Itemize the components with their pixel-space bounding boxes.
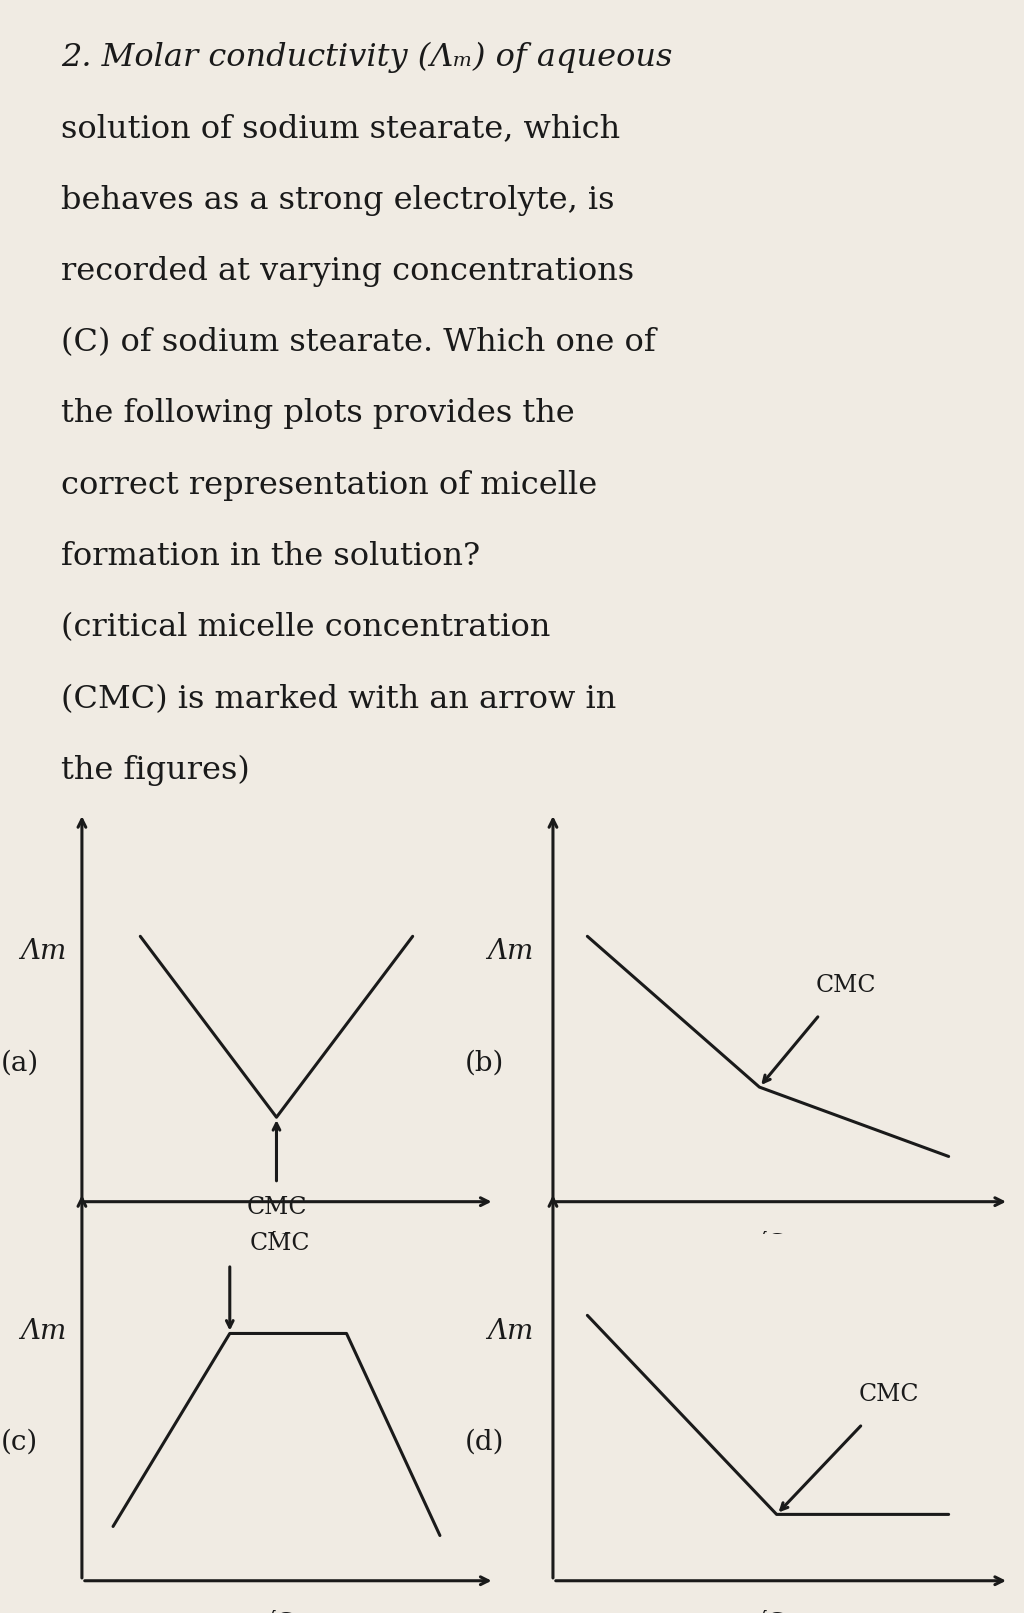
Text: (b): (b) (465, 1050, 504, 1076)
Text: recorded at varying concentrations: recorded at varying concentrations (61, 256, 635, 287)
Text: Λm: Λm (486, 939, 534, 966)
Text: the following plots provides the: the following plots provides the (61, 398, 575, 429)
Text: √C: √C (257, 1234, 296, 1260)
Text: (c): (c) (1, 1429, 38, 1455)
Text: Λm: Λm (19, 939, 67, 966)
Text: (a): (a) (1, 1050, 39, 1076)
Text: Λm: Λm (486, 1318, 534, 1345)
Text: CMC: CMC (858, 1382, 919, 1407)
Text: the figures): the figures) (61, 755, 250, 786)
Text: Λm: Λm (19, 1318, 67, 1345)
Text: CMC: CMC (249, 1232, 309, 1255)
Text: formation in the solution?: formation in the solution? (61, 540, 480, 573)
Text: solution of sodium stearate, which: solution of sodium stearate, which (61, 113, 621, 144)
Text: (critical micelle concentration: (critical micelle concentration (61, 613, 551, 644)
Text: CMC: CMC (815, 974, 876, 997)
Text: 2. Molar conductivity (Λₘ) of aqueous: 2. Molar conductivity (Λₘ) of aqueous (61, 42, 673, 73)
Text: (C) of sodium stearate. Which one of: (C) of sodium stearate. Which one of (61, 327, 656, 358)
Text: (CMC) is marked with an arrow in: (CMC) is marked with an arrow in (61, 684, 616, 715)
Text: √C: √C (749, 1234, 787, 1260)
Text: (d): (d) (465, 1429, 504, 1455)
Text: CMC: CMC (246, 1195, 307, 1219)
Text: behaves as a strong electrolyte, is: behaves as a strong electrolyte, is (61, 184, 615, 216)
Text: correct representation of micelle: correct representation of micelle (61, 469, 598, 500)
